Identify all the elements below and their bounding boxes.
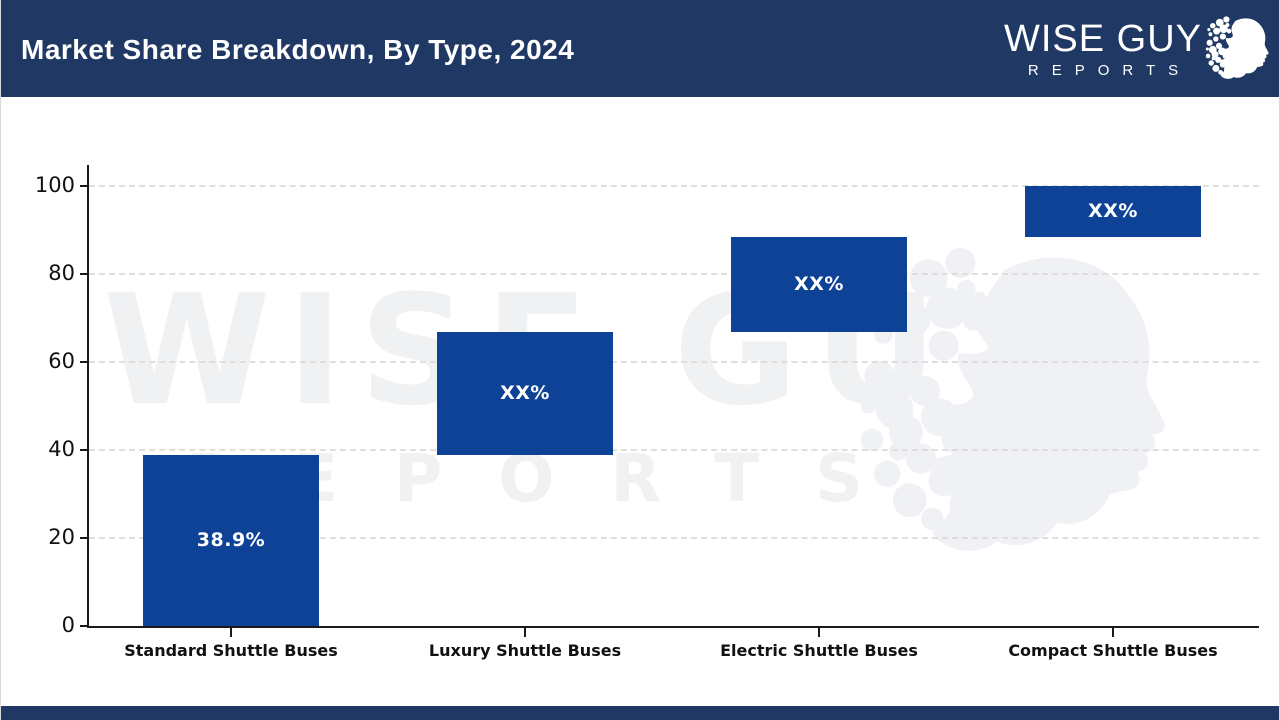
footer-bar [1, 706, 1279, 720]
y-tick-label: 0 [61, 613, 75, 637]
bar-segment: 38.9% [143, 454, 319, 626]
bar-segment: XX% [731, 236, 907, 333]
y-tick-mark [80, 273, 89, 275]
y-tick-mark [80, 361, 89, 363]
y-tick-mark [80, 537, 89, 539]
y-tick-mark [80, 449, 89, 451]
x-tick-mark [818, 628, 820, 637]
logo-subtitle: REPORTS [1027, 61, 1192, 79]
bar-segment: XX% [1025, 186, 1201, 237]
bar-value-label: XX% [794, 273, 844, 296]
bar-value-label: XX% [1088, 200, 1138, 223]
x-tick-mark [1112, 628, 1114, 637]
bar-value-label: 38.9% [196, 529, 266, 552]
y-tick-label: 100 [34, 173, 75, 197]
x-tick-mark [230, 628, 232, 637]
x-category-label: Standard Shuttle Buses [124, 641, 338, 660]
y-tick-label: 60 [48, 349, 75, 373]
x-category-label: Electric Shuttle Buses [720, 641, 918, 660]
x-axis-spine [87, 626, 1259, 628]
y-gridline [89, 537, 1259, 539]
y-tick-label: 80 [48, 261, 75, 285]
bar-segment: XX% [437, 332, 613, 455]
y-gridline [89, 449, 1259, 451]
y-tick-label: 20 [48, 525, 75, 549]
head-profile-icon [1205, 16, 1269, 79]
y-gridline [89, 273, 1259, 275]
y-tick-mark [80, 185, 89, 187]
y-gridline [89, 361, 1259, 363]
bar-value-label: XX% [500, 382, 550, 405]
logo-wordmark: WISE GUY [1003, 18, 1203, 60]
y-tick-label: 40 [48, 437, 75, 461]
header-bar: Market Share Breakdown, By Type, 2024 WI… [1, 0, 1279, 97]
x-category-label: Luxury Shuttle Buses [428, 641, 622, 660]
y-gridline [89, 185, 1259, 187]
x-tick-mark [524, 628, 526, 637]
x-category-label: Compact Shuttle Buses [1008, 641, 1218, 660]
y-axis-spine [87, 165, 89, 628]
y-tick-mark [80, 625, 89, 627]
wiseguy-logo: WISE GUY REPORTS [1003, 6, 1275, 92]
page-title: Market Share Breakdown, By Type, 2024 [21, 34, 575, 65]
